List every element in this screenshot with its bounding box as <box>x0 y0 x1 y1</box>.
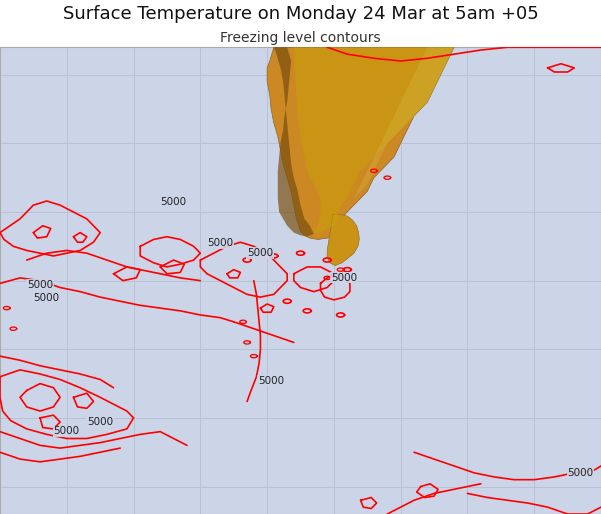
Text: 5000: 5000 <box>26 280 53 289</box>
Polygon shape <box>327 214 359 266</box>
Text: 5000: 5000 <box>207 238 233 248</box>
Text: 5000: 5000 <box>160 197 186 207</box>
Text: 5000: 5000 <box>258 376 284 386</box>
Polygon shape <box>354 47 454 198</box>
Text: Surface Temperature on Monday 24 Mar at 5am +05: Surface Temperature on Monday 24 Mar at … <box>63 5 538 23</box>
Text: 5000: 5000 <box>53 427 79 436</box>
Polygon shape <box>294 47 454 234</box>
Text: 5000: 5000 <box>247 248 273 258</box>
Text: 5000: 5000 <box>87 417 113 427</box>
Text: 5000: 5000 <box>567 468 594 478</box>
Text: Freezing level contours: Freezing level contours <box>220 31 381 45</box>
Text: 5000: 5000 <box>34 293 59 303</box>
Polygon shape <box>274 47 314 237</box>
Text: 5000: 5000 <box>331 272 358 283</box>
Polygon shape <box>267 47 454 240</box>
Polygon shape <box>327 214 359 266</box>
